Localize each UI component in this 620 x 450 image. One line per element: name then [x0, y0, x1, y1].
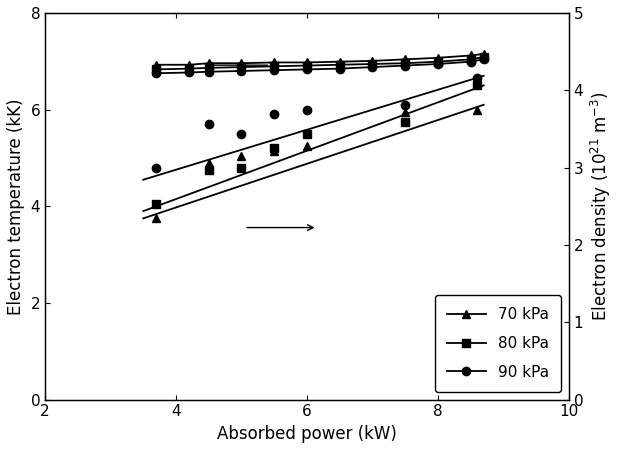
Legend: 70 kPa, 80 kPa, 90 kPa: 70 kPa, 80 kPa, 90 kPa [435, 295, 561, 392]
Y-axis label: Electron temperature (kK): Electron temperature (kK) [7, 98, 25, 315]
X-axis label: Absorbed power (kW): Absorbed power (kW) [217, 425, 397, 443]
Y-axis label: Electron density ($10^{21}$ m$^{-3}$): Electron density ($10^{21}$ m$^{-3}$) [589, 91, 613, 321]
